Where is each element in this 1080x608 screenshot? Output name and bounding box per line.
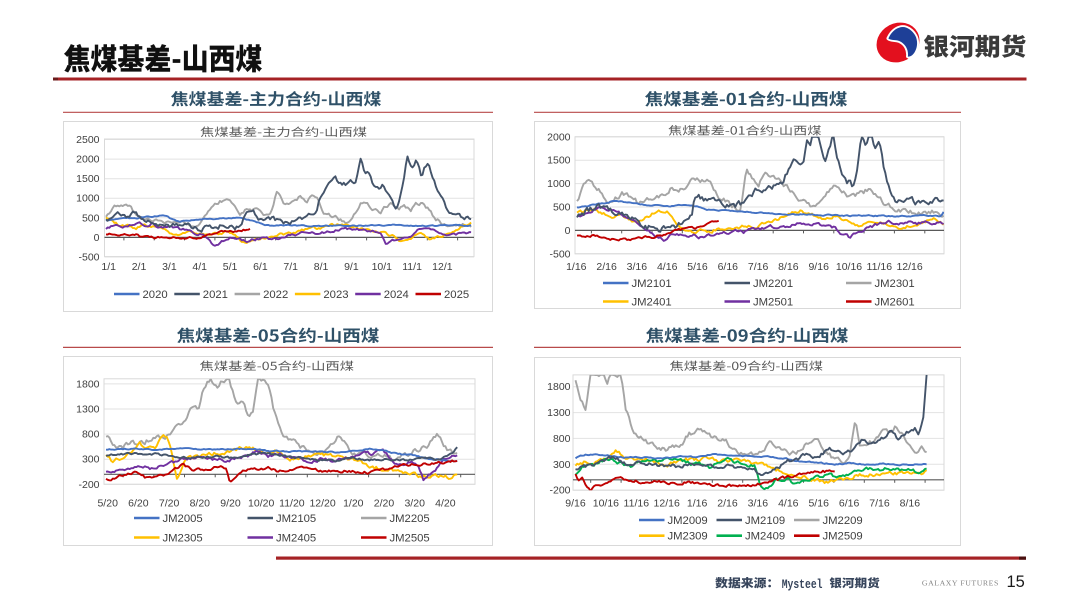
svg-text:2500: 2500: [76, 134, 100, 146]
svg-text:2000: 2000: [76, 154, 100, 166]
svg-text:GALAXY FUTURES: GALAXY FUTURES: [922, 579, 999, 588]
svg-text:1300: 1300: [547, 407, 571, 419]
svg-text:500: 500: [553, 202, 571, 214]
svg-text:JM2501: JM2501: [753, 296, 793, 308]
svg-text:1/20: 1/20: [343, 498, 364, 510]
svg-text:JM2105: JM2105: [276, 513, 316, 525]
svg-text:2022: 2022: [263, 289, 288, 301]
svg-text:JM2101: JM2101: [632, 278, 672, 290]
svg-text:1/1: 1/1: [101, 261, 116, 273]
svg-text:JM2005: JM2005: [163, 513, 203, 525]
svg-text:10/16: 10/16: [593, 498, 619, 510]
svg-text:JM2301: JM2301: [875, 278, 915, 290]
svg-text:1000: 1000: [547, 178, 571, 190]
svg-text:JM2505: JM2505: [390, 532, 430, 544]
svg-text:5/16: 5/16: [808, 498, 829, 510]
svg-text:1800: 1800: [547, 381, 571, 393]
svg-text:JM2509: JM2509: [823, 531, 863, 543]
svg-text:Mysteel: Mysteel: [782, 577, 823, 592]
svg-text:2/20: 2/20: [374, 498, 395, 510]
svg-text:JM2205: JM2205: [390, 513, 430, 525]
svg-text:JM2109: JM2109: [745, 515, 785, 527]
svg-text:9/16: 9/16: [808, 261, 829, 273]
svg-text:12/20: 12/20: [309, 498, 335, 510]
svg-text:11/16: 11/16: [624, 498, 650, 510]
svg-text:2021: 2021: [203, 289, 228, 301]
svg-text:7/16: 7/16: [869, 498, 890, 510]
svg-text:2024: 2024: [384, 289, 409, 301]
svg-text:3/16: 3/16: [627, 261, 648, 273]
svg-text:JM2309: JM2309: [668, 531, 708, 543]
svg-text:-500: -500: [549, 248, 570, 260]
svg-text:10/1: 10/1: [372, 261, 393, 273]
svg-text:2/1: 2/1: [132, 261, 147, 273]
svg-text:JM2601: JM2601: [875, 296, 915, 308]
svg-text:JM2305: JM2305: [163, 532, 203, 544]
svg-text:2000: 2000: [547, 131, 571, 143]
svg-text:0: 0: [565, 225, 571, 237]
svg-text:5/1: 5/1: [223, 261, 238, 273]
svg-text:6/16: 6/16: [839, 498, 860, 510]
svg-text:JM2401: JM2401: [632, 296, 672, 308]
svg-text:300: 300: [82, 454, 100, 466]
svg-text:2020: 2020: [143, 289, 168, 301]
svg-text:11/20: 11/20: [279, 498, 305, 510]
svg-text:8/16: 8/16: [900, 498, 921, 510]
svg-text:9/1: 9/1: [344, 261, 359, 273]
svg-text:3/16: 3/16: [748, 498, 769, 510]
svg-text:2025: 2025: [444, 289, 469, 301]
svg-text:JM2409: JM2409: [745, 531, 785, 543]
svg-text:800: 800: [82, 429, 100, 441]
svg-text:11/1: 11/1: [402, 261, 422, 273]
svg-text:12/16: 12/16: [896, 261, 922, 273]
svg-text:800: 800: [553, 433, 571, 445]
svg-text:12/1: 12/1: [432, 261, 453, 273]
svg-text:-200: -200: [78, 479, 99, 491]
svg-text:8/1: 8/1: [314, 261, 329, 273]
svg-text:1/16: 1/16: [566, 261, 587, 273]
svg-text:7/1: 7/1: [283, 261, 298, 273]
svg-text:2/16: 2/16: [596, 261, 617, 273]
svg-text:-500: -500: [78, 252, 99, 264]
svg-text:5/16: 5/16: [687, 261, 708, 273]
svg-text:-200: -200: [549, 485, 570, 497]
svg-text:8/16: 8/16: [778, 261, 799, 273]
svg-text:JM2405: JM2405: [276, 532, 316, 544]
svg-text:12/16: 12/16: [654, 498, 680, 510]
svg-text:7/16: 7/16: [748, 261, 769, 273]
svg-text:JM2201: JM2201: [753, 278, 793, 290]
svg-text:5/20: 5/20: [97, 498, 118, 510]
svg-text:JM2009: JM2009: [668, 515, 708, 527]
svg-text:300: 300: [553, 459, 571, 471]
svg-text:3/1: 3/1: [162, 261, 177, 273]
svg-text:1300: 1300: [76, 404, 100, 416]
svg-text:1500: 1500: [76, 173, 100, 185]
svg-text:1/16: 1/16: [687, 498, 708, 510]
svg-text:2/16: 2/16: [717, 498, 738, 510]
svg-text:4/1: 4/1: [192, 261, 207, 273]
svg-text:6/16: 6/16: [718, 261, 739, 273]
svg-text:1800: 1800: [76, 378, 100, 390]
svg-text:15: 15: [1007, 573, 1025, 591]
svg-text:10/20: 10/20: [248, 498, 274, 510]
svg-text:6/20: 6/20: [128, 498, 149, 510]
svg-text:3/20: 3/20: [404, 498, 425, 510]
svg-text:1000: 1000: [76, 193, 100, 205]
svg-text:11/16: 11/16: [867, 261, 893, 273]
svg-text:4/16: 4/16: [657, 261, 678, 273]
svg-text:8/20: 8/20: [190, 498, 211, 510]
svg-text:6/1: 6/1: [253, 261, 268, 273]
svg-text:500: 500: [82, 212, 100, 224]
svg-text:9/16: 9/16: [565, 498, 586, 510]
svg-text:JM2209: JM2209: [823, 515, 863, 527]
svg-text:10/16: 10/16: [836, 261, 862, 273]
svg-text:1500: 1500: [547, 155, 571, 167]
svg-text:4/16: 4/16: [778, 498, 799, 510]
svg-text:0: 0: [94, 232, 100, 244]
svg-text:4/20: 4/20: [435, 498, 456, 510]
svg-text:9/20: 9/20: [220, 498, 241, 510]
svg-text:7/20: 7/20: [159, 498, 180, 510]
svg-text:2023: 2023: [323, 289, 348, 301]
